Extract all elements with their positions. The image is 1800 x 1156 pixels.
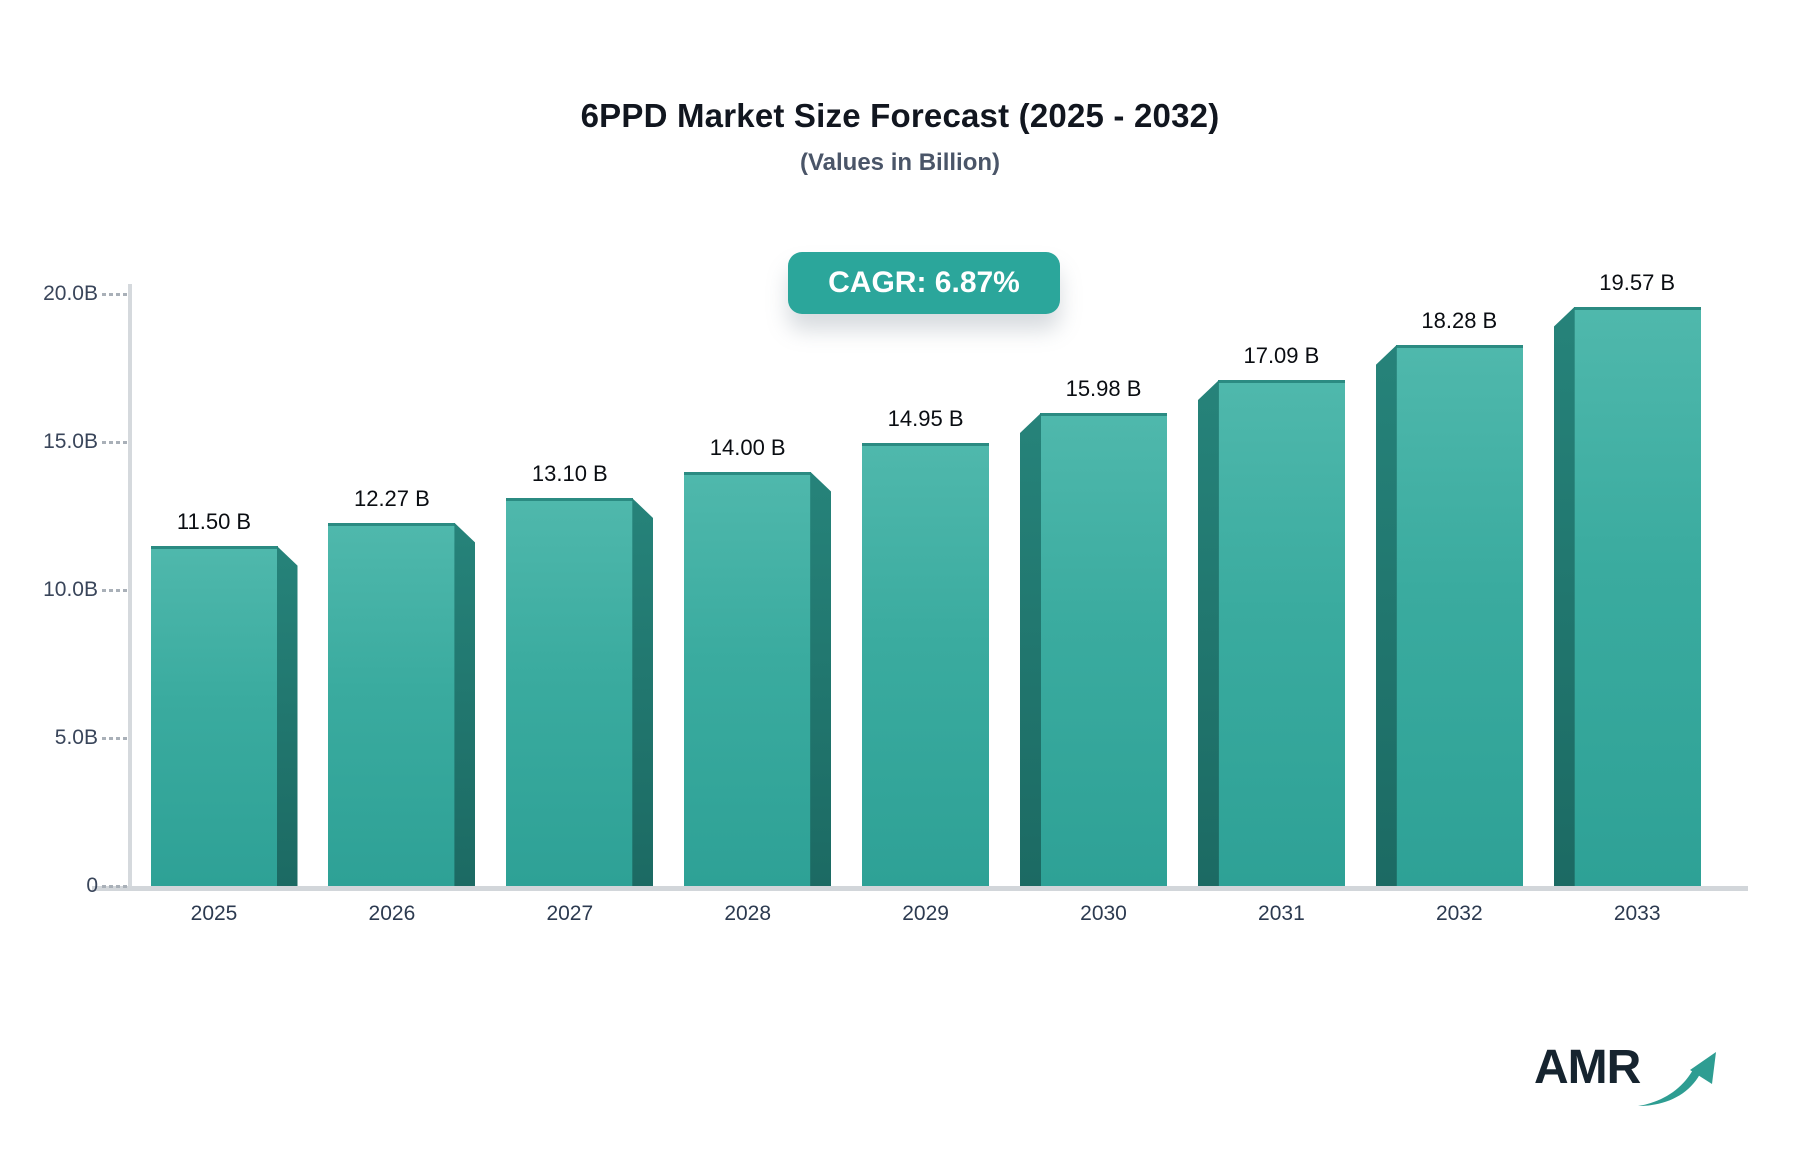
x-axis-label-2033: 2033 [1613,902,1661,925]
y-axis-tick-label: 15.0B [43,430,98,453]
amr-logo-text: AMR [1534,1041,1641,1094]
bar-side-face-2031 [1197,380,1219,886]
y-axis-tick-mark [102,589,128,592]
bar-side-face-2030 [1020,412,1041,886]
x-axis-label-2029: 2029 [902,902,949,925]
x-axis-label-2032: 2032 [1435,902,1483,925]
bar-value-label: 14.95 B [887,406,964,432]
trend-up-arrow-icon [1638,1052,1716,1106]
bar-side-face-2026 [454,522,476,886]
bar-2033 [1573,306,1701,886]
bar-2028 [684,471,812,886]
bar-2031 [1217,380,1345,886]
bar-2027 [506,498,634,886]
y-axis-tick-mark [102,737,128,740]
cagr-badge: CAGR: 6.87% [788,252,1060,314]
bar-side-face-2033 [1553,306,1575,886]
bar-value-label: 11.50 B [176,508,252,534]
y-axis-tick-label: 20.0B [43,282,98,305]
bar-value-label: 14.00 B [709,434,786,460]
y-axis [128,284,132,889]
bar-side-face-2025 [276,545,298,886]
y-axis-tick-label: 10.0B [43,578,98,601]
y-axis-tick-label: 5.0B [54,726,98,749]
y-axis-tick-mark [102,293,128,296]
bar-value-label: 17.09 B [1243,343,1320,369]
x-axis-label-2028: 2028 [724,902,772,925]
bar-side-face-2028 [810,471,832,886]
bar-value-label: 12.27 B [353,485,430,511]
bar-2030 [1040,412,1167,886]
bar-2032 [1395,344,1523,886]
x-axis-baseline [92,886,1748,891]
x-axis-label-2030: 2030 [1080,902,1127,925]
chart-title: 6PPD Market Size Forecast (2025 - 2032) [580,97,1220,134]
amr-logo: AMR [1534,1036,1724,1106]
bar-2026 [328,522,456,886]
bar-value-label: 18.28 B [1421,307,1498,333]
x-axis-label-2025: 2025 [190,902,238,925]
bar-side-face-2032 [1375,344,1397,886]
bar-value-label: 19.57 B [1599,269,1676,295]
bar-side-face-2027 [632,498,654,886]
y-axis-tick-mark [102,441,128,444]
bar-value-label: 13.10 B [531,461,608,487]
x-axis-label-2031: 2031 [1258,902,1305,925]
bar-2025 [150,545,278,886]
cagr-badge-label: CAGR: 6.87% [828,266,1020,299]
bar-2029 [862,443,990,886]
chart-subtitle: (Values in Billion) [799,149,1001,176]
x-axis-label-2026: 2026 [368,902,416,925]
y-axis-tick-mark [102,885,128,888]
x-axis-label-2027: 2027 [546,902,594,925]
y-axis-tick-label: 0 [86,874,98,897]
bar-value-label: 15.98 B [1065,375,1142,401]
